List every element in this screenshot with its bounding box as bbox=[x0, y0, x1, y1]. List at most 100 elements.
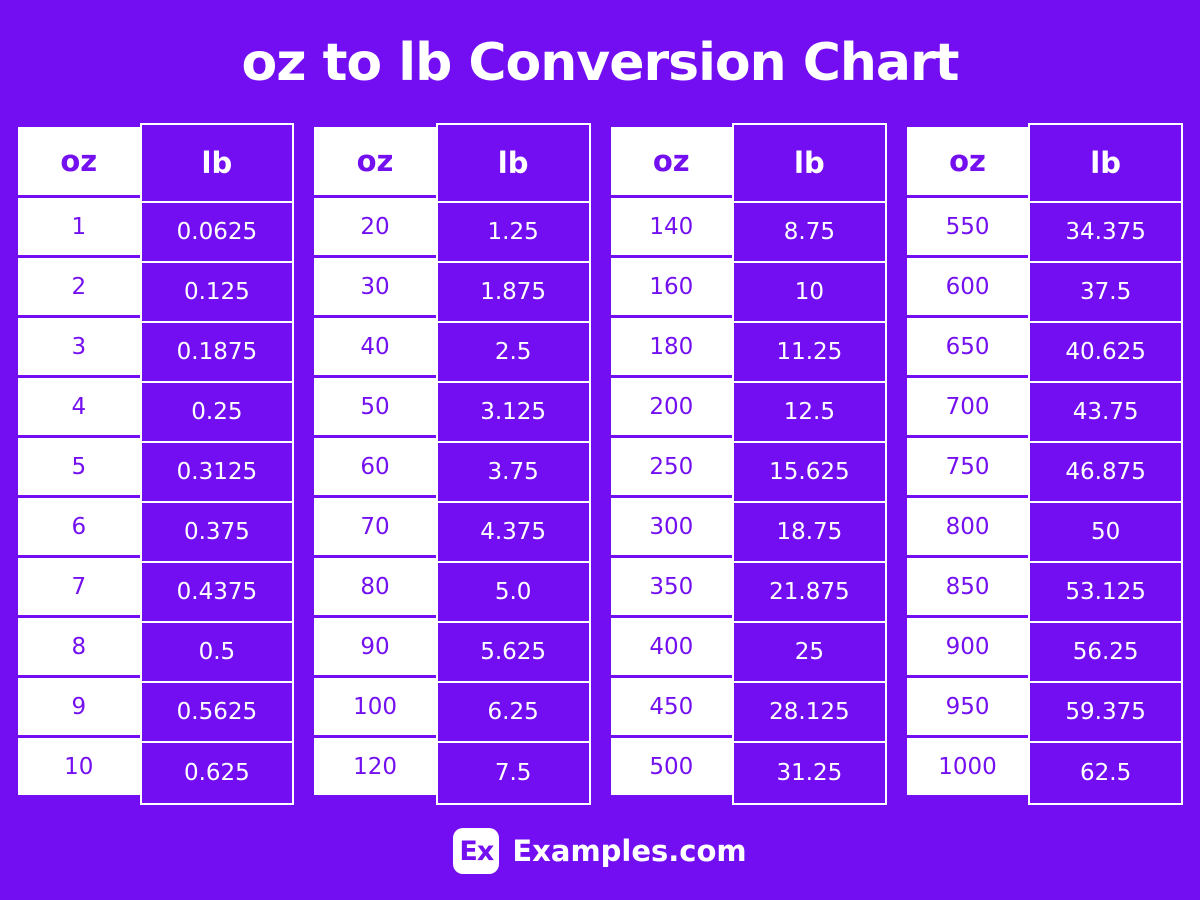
lb-value-cell: 3.125 bbox=[437, 383, 589, 443]
page-title: oz to lb Conversion Chart bbox=[241, 33, 959, 93]
oz-value-cell: 80 bbox=[314, 558, 436, 615]
oz-value-cell: 1000 bbox=[906, 738, 1029, 795]
lb-value-cell: 0.125 bbox=[141, 263, 293, 323]
lb-value-cell: 2.5 bbox=[437, 323, 589, 383]
lb-value-cell: 0.3125 bbox=[141, 443, 293, 503]
lb-value-cell: 0.625 bbox=[183, 760, 250, 786]
lb-value-cell: 1.875 bbox=[437, 263, 589, 323]
oz-value-cell: 20 bbox=[314, 198, 436, 255]
lb-value-cell: 50 bbox=[1030, 503, 1181, 563]
oz-value-cell: 90 bbox=[314, 618, 436, 675]
oz-value-cell: 700 bbox=[906, 378, 1029, 435]
lb-value-cell: 15.625 bbox=[734, 443, 885, 503]
oz-value-cell: 900 bbox=[906, 618, 1029, 675]
lb-column: lb 0.0625 0.125 0.1875 0.25 0.3125 0.375 0.4375… bbox=[139, 123, 295, 805]
oz-value-cell: 500 bbox=[610, 738, 733, 795]
oz-value-cell: 600 bbox=[906, 258, 1029, 315]
lb-value-cell: 0.4375 bbox=[141, 563, 293, 623]
oz-value-cell: 120 bbox=[314, 738, 436, 795]
oz-value-cell: 100 bbox=[314, 678, 436, 735]
oz-value-cell: 200 bbox=[610, 378, 733, 435]
oz-value-cell: 850 bbox=[906, 558, 1029, 615]
lb-value-cell: 56.25 bbox=[1030, 623, 1181, 683]
oz-value-cell: 250 bbox=[610, 438, 733, 495]
oz-header: oz bbox=[610, 127, 733, 195]
lb-header: lb bbox=[734, 125, 885, 203]
oz-column: oz 20 30 40 50 60 70 80 90 100 120 bbox=[314, 123, 436, 805]
oz-value-cell: 6 bbox=[18, 498, 140, 555]
lb-value-cell: 12.5 bbox=[734, 383, 885, 443]
conversion-tables: oz 1 2 3 4 5 6 7 8 9 10 lb 0.0625 0.125 0.1875 0.25 0.31… bbox=[0, 123, 1200, 805]
lb-value-cell: 0.25 bbox=[141, 383, 293, 443]
conversion-table-3: oz 140 160 180 200 250 300 350 400 450 500 lb 8.75 10… bbox=[610, 123, 887, 805]
oz-value-cell: 750 bbox=[906, 438, 1029, 495]
oz-value-cell: 950 bbox=[906, 678, 1029, 735]
lb-value-cell: 10 bbox=[734, 263, 885, 323]
oz-column: oz 550 600 650 700 750 800 850 900 950 1000 bbox=[906, 123, 1029, 805]
lb-value-cell: 3.75 bbox=[437, 443, 589, 503]
lb-value-cell: 0.1875 bbox=[141, 323, 293, 383]
lb-value-cell: 46.875 bbox=[1030, 443, 1181, 503]
lb-value-cell: 5.625 bbox=[437, 623, 589, 683]
oz-value-cell: 30 bbox=[314, 258, 436, 315]
oz-value-cell: 2 bbox=[18, 258, 140, 315]
oz-value-cell: 4 bbox=[18, 378, 140, 435]
examples-logo-icon: Ex bbox=[453, 828, 500, 874]
logo-text: Ex bbox=[459, 835, 494, 867]
lb-value-cell: 28.125 bbox=[734, 683, 885, 743]
lb-value-cell: 62.5 bbox=[1080, 760, 1132, 786]
oz-header: oz bbox=[18, 127, 140, 195]
oz-value-cell: 40 bbox=[314, 318, 436, 375]
lb-value-cell: 21.875 bbox=[734, 563, 885, 623]
lb-value-cell: 0.5 bbox=[141, 623, 293, 683]
oz-value-cell: 550 bbox=[906, 198, 1029, 255]
lb-value-cell: 37.5 bbox=[1030, 263, 1181, 323]
conversion-table-4: oz 550 600 650 700 750 800 850 900 950 1000 lb 34.37… bbox=[906, 123, 1183, 805]
oz-value-cell: 350 bbox=[610, 558, 733, 615]
lb-value-cell: 8.75 bbox=[734, 203, 885, 263]
footer-brand: Ex Examples.com bbox=[0, 828, 1200, 874]
oz-value-cell: 5 bbox=[18, 438, 140, 495]
oz-value-cell: 70 bbox=[314, 498, 436, 555]
lb-value-cell: 18.75 bbox=[734, 503, 885, 563]
oz-value-cell: 60 bbox=[314, 438, 436, 495]
oz-value-cell: 160 bbox=[610, 258, 733, 315]
lb-header: lb bbox=[141, 125, 293, 203]
oz-value-cell: 400 bbox=[610, 618, 733, 675]
oz-value-cell: 7 bbox=[18, 558, 140, 615]
oz-value-cell: 180 bbox=[610, 318, 733, 375]
oz-header: oz bbox=[314, 127, 436, 195]
oz-value-cell: 9 bbox=[18, 678, 140, 735]
lb-value-cell: 31.25 bbox=[776, 760, 843, 786]
lb-value-cell: 4.375 bbox=[437, 503, 589, 563]
oz-value-cell: 3 bbox=[18, 318, 140, 375]
oz-value-cell: 450 bbox=[610, 678, 733, 735]
lb-value-cell: 5.0 bbox=[437, 563, 589, 623]
lb-value-cell: 0.0625 bbox=[141, 203, 293, 263]
lb-column: lb 34.375 37.5 40.625 43.75 46.875 50 53.125 56.… bbox=[1028, 123, 1183, 805]
oz-value-cell: 650 bbox=[906, 318, 1029, 375]
oz-header: oz bbox=[906, 127, 1029, 195]
lb-value-cell: 0.5625 bbox=[141, 683, 293, 743]
oz-value-cell: 300 bbox=[610, 498, 733, 555]
oz-value-cell: 8 bbox=[18, 618, 140, 675]
oz-column: oz 1 2 3 4 5 6 7 8 9 10 bbox=[18, 123, 140, 805]
lb-column: lb 8.75 10 11.25 12.5 15.625 18.75 21.875 25 28.1… bbox=[732, 123, 887, 805]
oz-value-cell: 1 bbox=[18, 198, 140, 255]
oz-column: oz 140 160 180 200 250 300 350 400 450 500 bbox=[610, 123, 733, 805]
conversion-table-1: oz 1 2 3 4 5 6 7 8 9 10 lb 0.0625 0.125 0.1875 0.25 0.31… bbox=[18, 123, 295, 805]
oz-value-cell: 140 bbox=[610, 198, 733, 255]
lb-value-cell: 43.75 bbox=[1030, 383, 1181, 443]
lb-value-cell: 1.25 bbox=[437, 203, 589, 263]
lb-column: lb 1.25 1.875 2.5 3.125 3.75 4.375 5.0 5.625 6.25… bbox=[435, 123, 591, 805]
lb-value-cell: 7.5 bbox=[494, 760, 532, 786]
conversion-table-2: oz 20 30 40 50 60 70 80 90 100 120 lb 1.25 1.875 2.5 3.… bbox=[314, 123, 591, 805]
oz-value-cell: 50 bbox=[314, 378, 436, 435]
lb-value-cell: 40.625 bbox=[1030, 323, 1181, 383]
lb-header: lb bbox=[437, 125, 589, 203]
oz-value-cell: 10 bbox=[18, 738, 140, 795]
lb-value-cell: 25 bbox=[734, 623, 885, 683]
lb-header: lb bbox=[1030, 125, 1181, 203]
oz-value-cell: 800 bbox=[906, 498, 1029, 555]
